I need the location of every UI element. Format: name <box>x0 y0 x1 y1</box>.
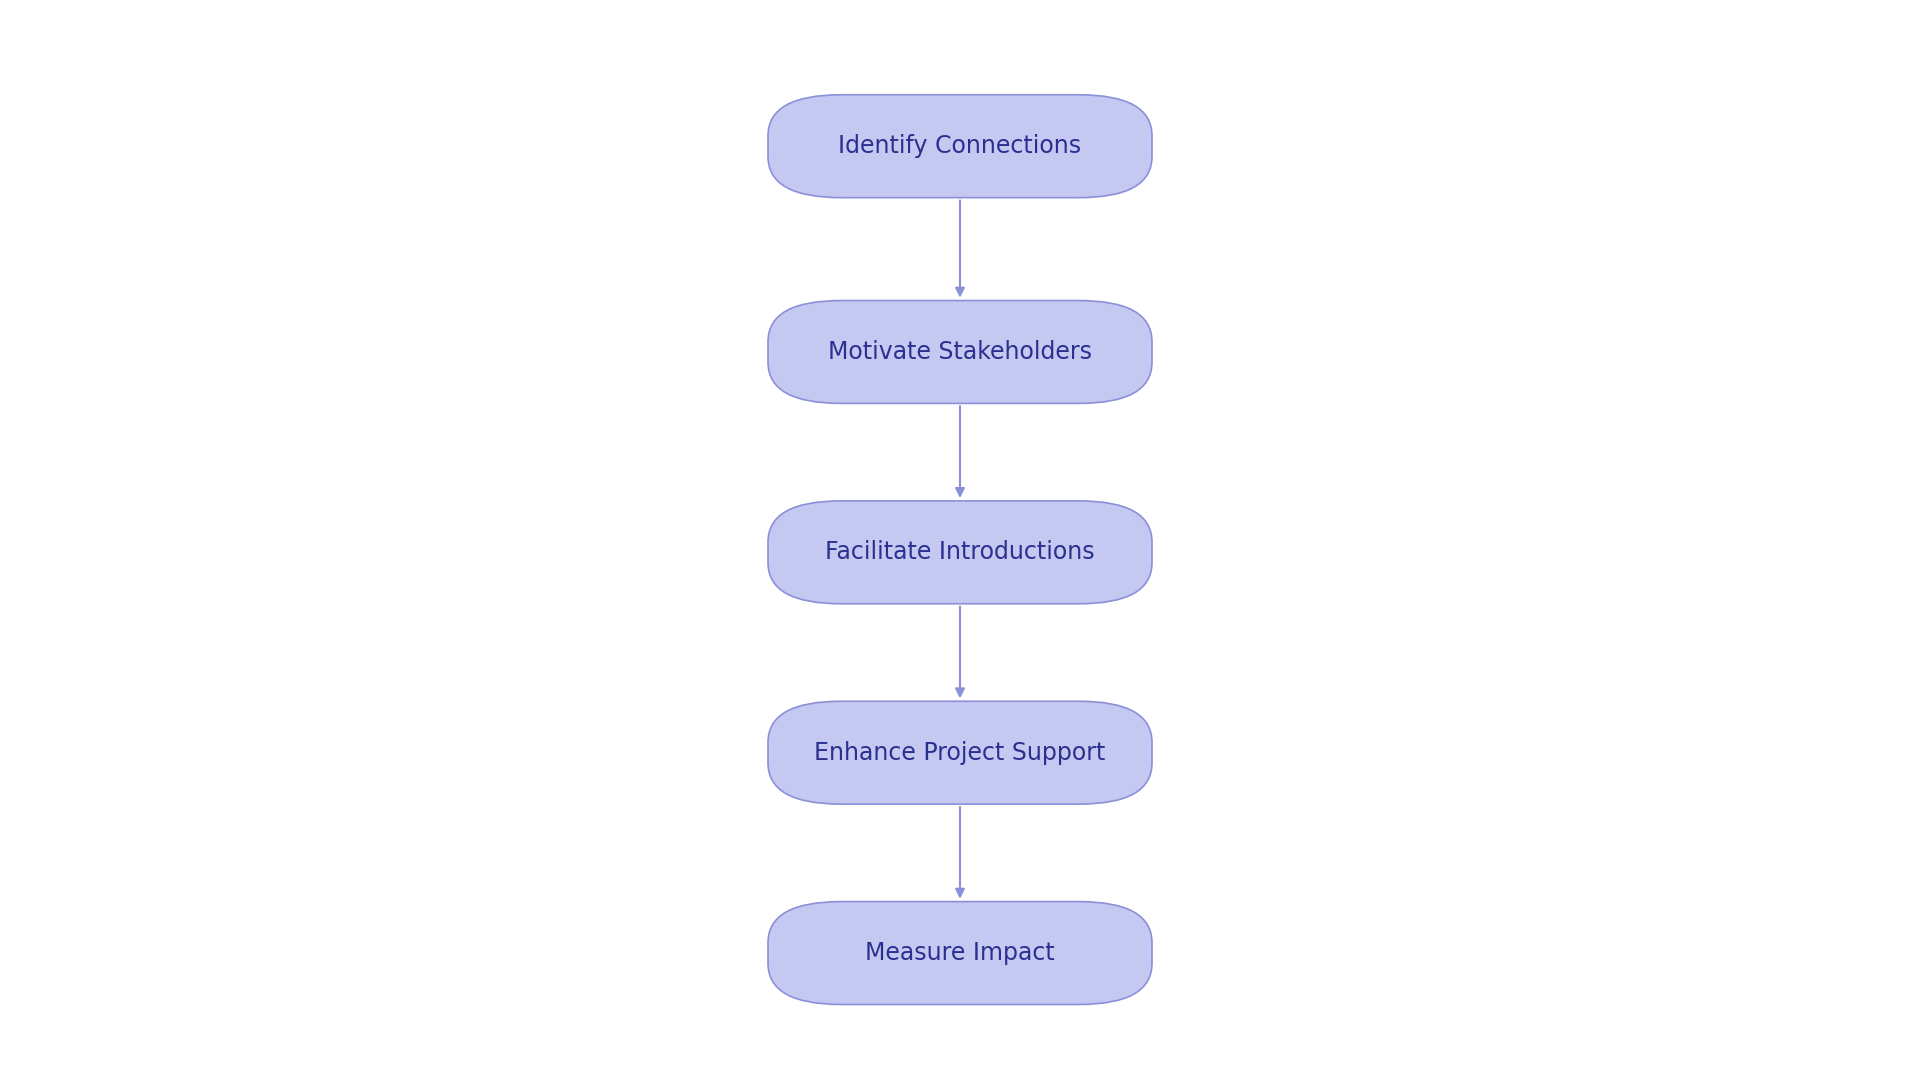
Text: Motivate Stakeholders: Motivate Stakeholders <box>828 340 1092 364</box>
Text: Identify Connections: Identify Connections <box>839 134 1081 158</box>
FancyBboxPatch shape <box>768 901 1152 1005</box>
Text: Measure Impact: Measure Impact <box>866 941 1054 965</box>
FancyBboxPatch shape <box>768 702 1152 804</box>
Text: Enhance Project Support: Enhance Project Support <box>814 741 1106 765</box>
FancyBboxPatch shape <box>768 500 1152 604</box>
FancyBboxPatch shape <box>768 95 1152 198</box>
Text: Facilitate Introductions: Facilitate Introductions <box>826 540 1094 564</box>
FancyBboxPatch shape <box>768 300 1152 403</box>
